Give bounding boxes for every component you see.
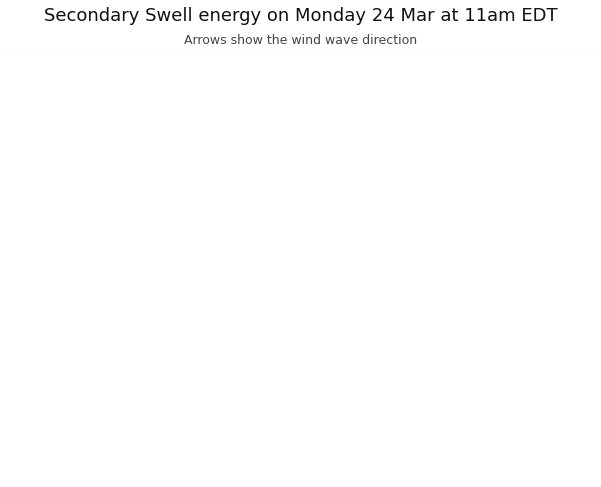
- Text: Secondary Swell energy on Monday 24 Mar at 11am EDT: Secondary Swell energy on Monday 24 Mar …: [44, 7, 557, 25]
- Text: Cartopy required: Cartopy required: [218, 262, 383, 281]
- Text: Arrows show the wind wave direction: Arrows show the wind wave direction: [184, 34, 417, 47]
